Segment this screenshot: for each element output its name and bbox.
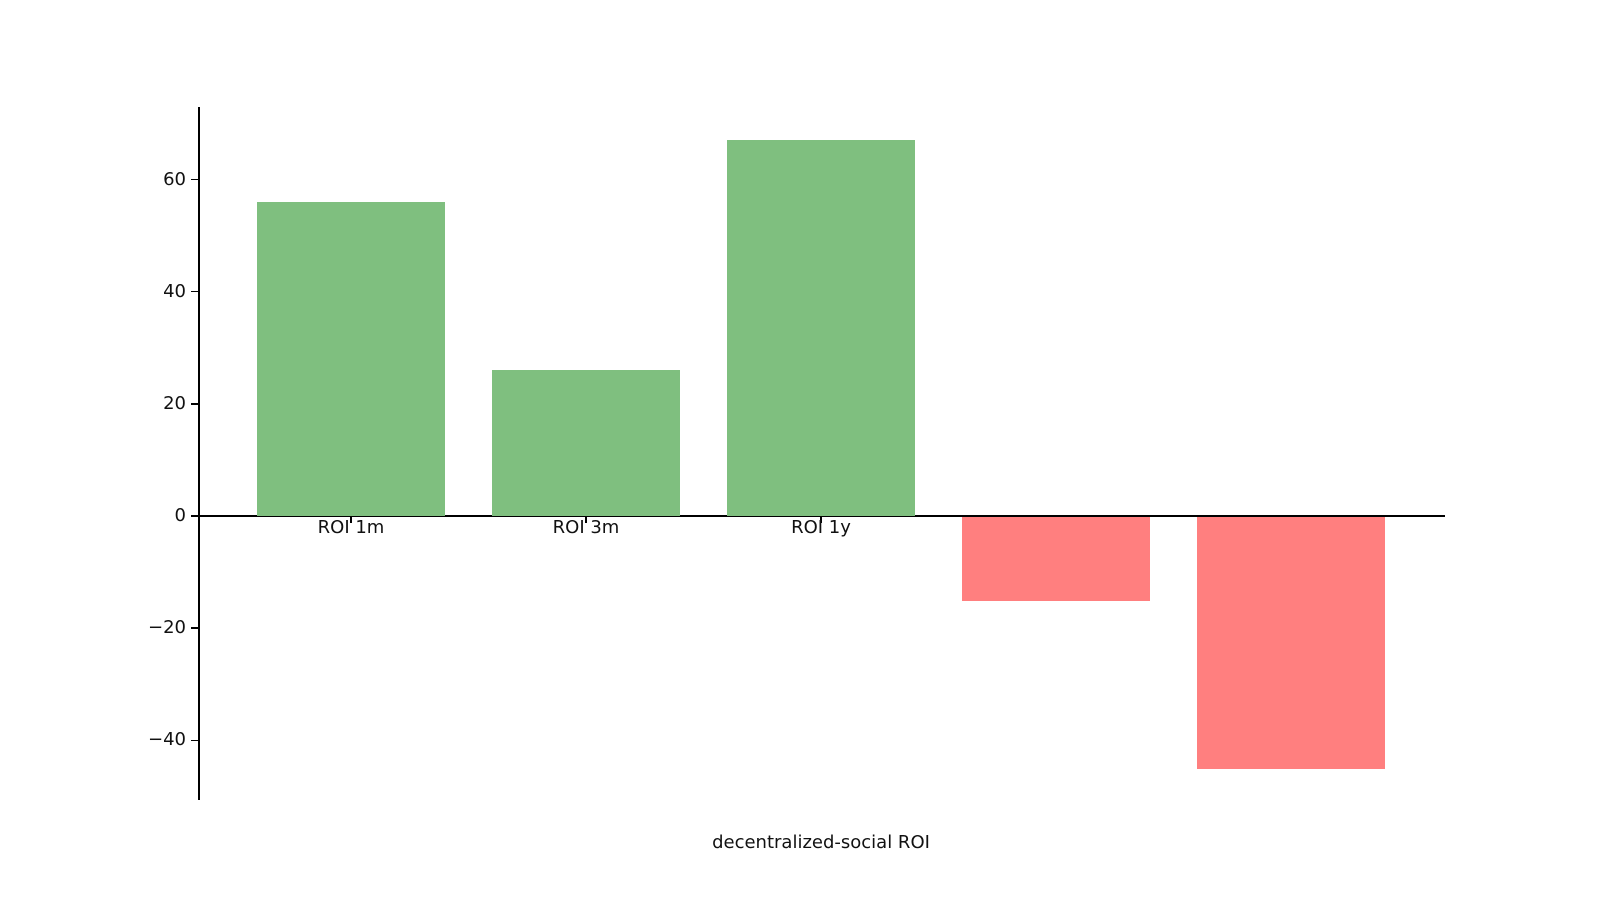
x-tick-label: ROI 1y: [791, 517, 851, 538]
bar: [962, 516, 1150, 601]
bar: [257, 202, 445, 516]
y-tick-mark: [191, 290, 198, 293]
y-tick-label: 20: [163, 392, 186, 414]
y-tick-mark: [191, 515, 198, 517]
bar: [1197, 516, 1385, 770]
bar: [492, 370, 680, 516]
y-tick-mark: [191, 178, 198, 181]
y-tick-label: 60: [163, 168, 186, 190]
x-axis-title: decentralized-social ROI: [712, 832, 930, 853]
y-tick-label: 40: [163, 280, 186, 302]
y-tick-mark: [191, 739, 198, 742]
x-tick-label: ROI 3m: [552, 517, 620, 538]
y-tick-mark: [191, 403, 198, 405]
x-tick-mark: [350, 516, 352, 523]
y-tick-mark: [191, 627, 198, 629]
x-tick-mark: [585, 516, 587, 523]
x-tick-mark: [820, 516, 822, 523]
y-tick-label: −40: [148, 729, 186, 751]
x-tick-label: ROI 1m: [317, 517, 385, 538]
bar: [727, 140, 915, 516]
y-tick-label: 0: [174, 505, 186, 526]
y-axis-line: [198, 107, 200, 800]
y-tick-label: −20: [148, 617, 186, 639]
